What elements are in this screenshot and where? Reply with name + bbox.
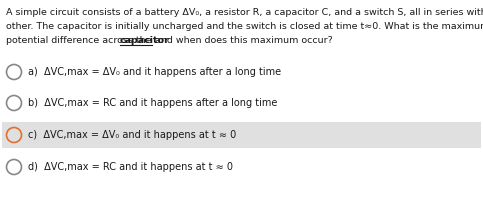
FancyBboxPatch shape <box>2 122 481 148</box>
Text: capacitor: capacitor <box>120 36 170 45</box>
Text: A simple circuit consists of a battery ΔV₀, a resistor R, a capacitor C, and a s: A simple circuit consists of a battery Δ… <box>6 8 483 17</box>
Text: d)  ΔVC,max = RC and it happens at t ≈ 0: d) ΔVC,max = RC and it happens at t ≈ 0 <box>28 162 233 172</box>
Text: other. The capacitor is initially uncharged and the switch is closed at time t≈0: other. The capacitor is initially unchar… <box>6 22 483 31</box>
Text: a)  ΔVC,max = ΔV₀ and it happens after a long time: a) ΔVC,max = ΔV₀ and it happens after a … <box>28 67 281 77</box>
Text: potential difference across the: potential difference across the <box>6 36 155 45</box>
Text: and when does this maximum occur?: and when does this maximum occur? <box>152 36 333 45</box>
Text: b)  ΔVC,max = RC and it happens after a long time: b) ΔVC,max = RC and it happens after a l… <box>28 98 277 108</box>
Text: c)  ΔVC,max = ΔV₀ and it happens at t ≈ 0: c) ΔVC,max = ΔV₀ and it happens at t ≈ 0 <box>28 130 236 140</box>
